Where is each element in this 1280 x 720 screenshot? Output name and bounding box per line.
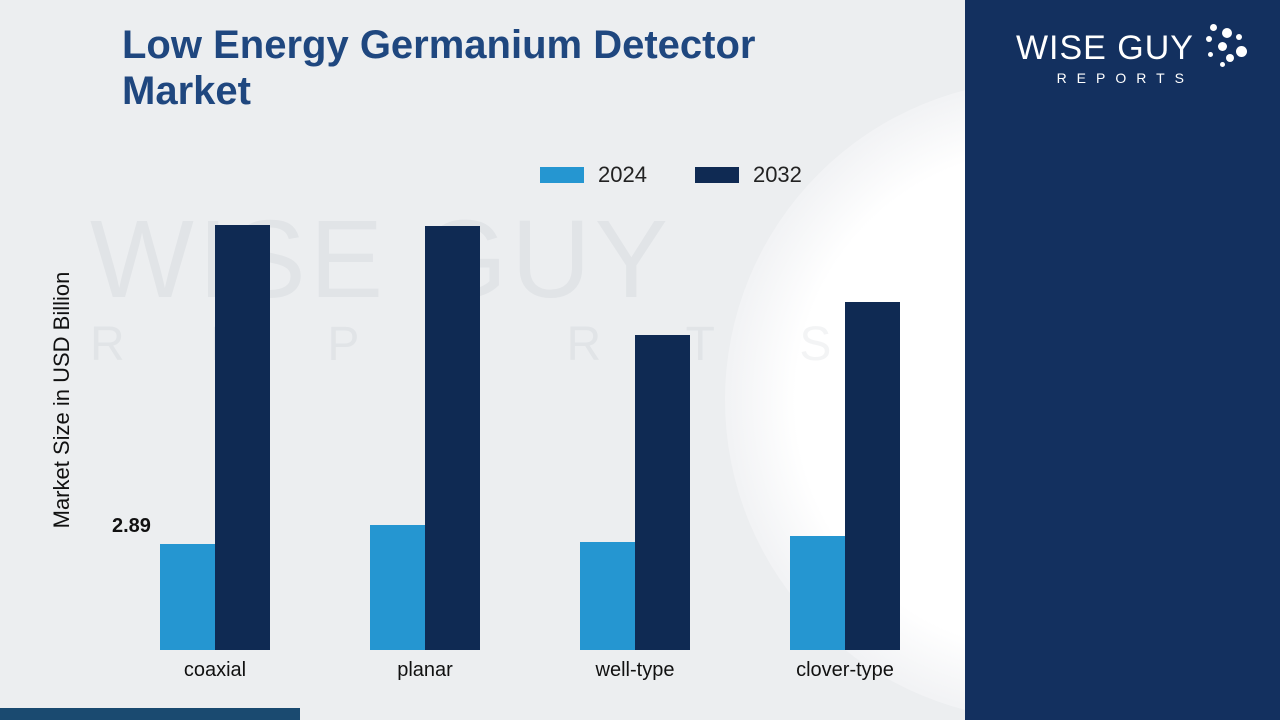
bar-group: coaxial <box>160 225 270 650</box>
y-axis-label: Market Size in USD Billion <box>49 272 75 529</box>
brand-panel <box>965 0 1280 720</box>
legend-item-2024: 2024 <box>540 162 647 188</box>
legend-label-2032: 2032 <box>753 162 802 188</box>
bar-group: clover-type <box>790 302 900 650</box>
legend-swatch-2032 <box>695 167 739 183</box>
bar <box>845 302 900 650</box>
bar-group: planar <box>370 226 480 650</box>
bottom-accent-bar <box>0 708 300 720</box>
category-label: coaxial <box>184 659 246 682</box>
brand-main: WISE GUY <box>1016 29 1194 68</box>
brand-head-icon <box>1200 22 1252 74</box>
category-label: clover-type <box>796 659 894 682</box>
bar <box>635 335 690 650</box>
bar <box>580 542 635 650</box>
bar <box>215 225 270 650</box>
category-label: planar <box>397 659 453 682</box>
bar <box>160 544 215 650</box>
legend-item-2032: 2032 <box>695 162 802 188</box>
chart-title: Low Energy Germanium Detector Market <box>122 22 802 114</box>
plot-area: coaxial planar well-type clover-type 2.89 <box>110 210 950 650</box>
legend-label-2024: 2024 <box>598 162 647 188</box>
bar <box>370 525 425 650</box>
chart-canvas: WISE GUY R E P O R T S WISE GUY REPORTS … <box>0 0 1280 720</box>
legend: 2024 2032 <box>540 162 802 188</box>
brand-logo: WISE GUY REPORTS <box>1016 22 1252 86</box>
category-label: well-type <box>596 659 675 682</box>
legend-swatch-2024 <box>540 167 584 183</box>
bar <box>425 226 480 650</box>
bar-group: well-type <box>580 335 690 650</box>
value-label: 2.89 <box>112 515 151 538</box>
bar <box>790 536 845 650</box>
